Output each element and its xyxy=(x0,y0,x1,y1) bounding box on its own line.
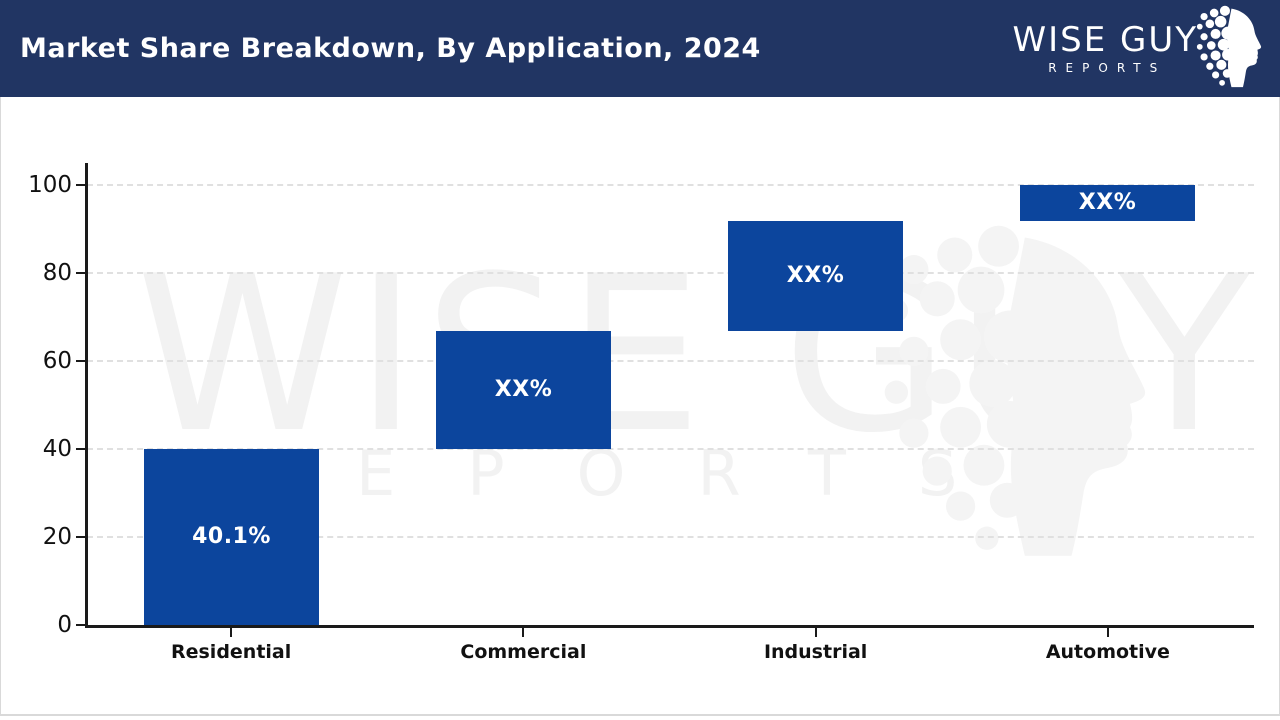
bar-commercial: XX% xyxy=(436,331,611,449)
y-axis-tick-label: 20 xyxy=(42,524,72,550)
bar-residential: 40.1% xyxy=(144,448,319,625)
x-axis-line xyxy=(85,625,1254,628)
bar-value-label: XX% xyxy=(1078,190,1137,216)
gridline xyxy=(87,184,1254,186)
page-title: Market Share Breakdown, By Application, … xyxy=(20,33,761,64)
y-axis-tick xyxy=(76,272,85,274)
y-axis-tick-label: 40 xyxy=(42,436,72,462)
y-axis-tick xyxy=(76,184,85,186)
y-axis-line xyxy=(85,163,88,628)
y-axis-tick-label: 80 xyxy=(42,260,72,286)
x-axis-category-label: Industrial xyxy=(763,641,868,663)
x-axis-category-label: Commercial xyxy=(460,641,587,663)
x-axis-tick xyxy=(1106,628,1109,637)
logo-wordmark: WISE GUY xyxy=(1012,19,1198,60)
bar-industrial: XX% xyxy=(728,220,903,332)
wise-guy-logo: WISE GUY REPORTS xyxy=(1012,3,1266,95)
bar-value-label: XX% xyxy=(786,263,845,289)
gridline xyxy=(87,448,1254,450)
bar-value-label: XX% xyxy=(494,377,553,403)
header: Market Share Breakdown, By Application, … xyxy=(0,0,1280,97)
wise-guy-face-icon xyxy=(1196,5,1262,87)
y-axis-tick xyxy=(76,536,85,538)
y-axis-tick xyxy=(76,360,85,362)
x-axis-category-label: Residential xyxy=(170,641,292,663)
y-axis-tick-label: 60 xyxy=(42,348,72,374)
gridline xyxy=(87,360,1254,362)
x-axis-tick xyxy=(522,628,525,637)
logo-text: WISE GUY REPORTS xyxy=(1012,23,1198,75)
x-axis-tick xyxy=(814,628,817,637)
logo-subtitle: REPORTS xyxy=(1048,60,1167,75)
gridline xyxy=(87,536,1254,538)
bar-value-label: 40.1% xyxy=(192,524,271,550)
x-axis-tick xyxy=(230,628,233,637)
y-axis-tick-label: 100 xyxy=(28,172,72,198)
y-axis-tick xyxy=(76,448,85,450)
bar-automotive: XX% xyxy=(1020,185,1195,221)
x-axis-category-label: Automotive xyxy=(1045,641,1170,663)
gridline xyxy=(87,272,1254,274)
y-axis-tick xyxy=(76,624,85,626)
plot-canvas: 0 20 40 60 80 100 40.1% Residential XX% Commercia… xyxy=(1,97,1279,714)
chart-area: WISE GUY REPORTS 0 20 40 60 80 100 40.1% Reside… xyxy=(0,97,1280,716)
y-axis-tick-label: 0 xyxy=(57,612,72,638)
